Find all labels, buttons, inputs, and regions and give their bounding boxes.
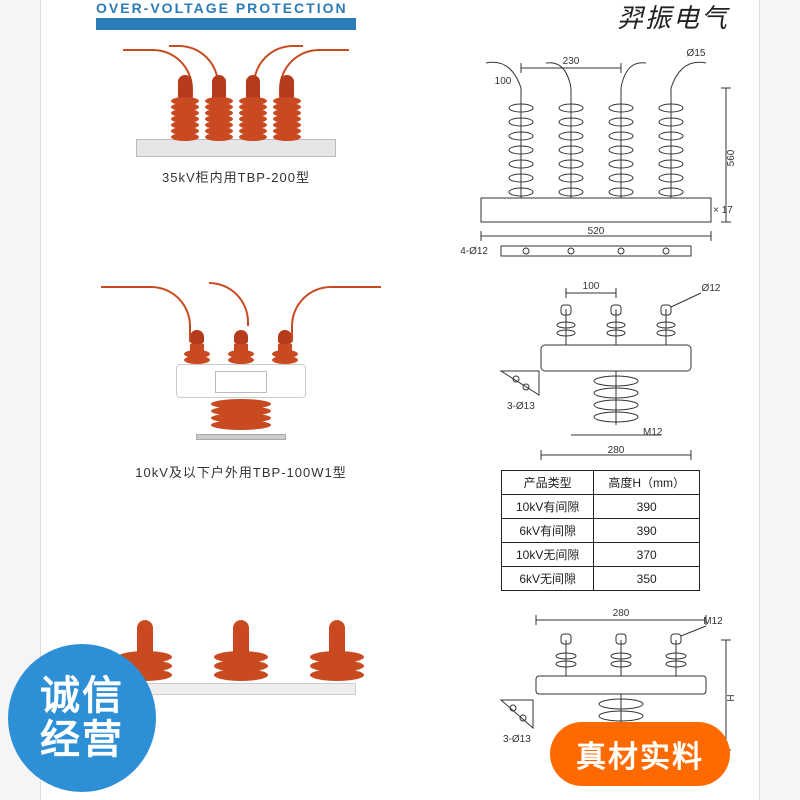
dim-label: 3-Ø13 <box>507 401 535 412</box>
wire-icon <box>291 286 381 342</box>
dim-label: M12 <box>703 616 723 627</box>
product2-caption: 10kV及以下户外用TBP-100W1型 <box>135 462 346 481</box>
diagram2: 100 Ø12 280 3-Ø13 M12 <box>471 275 741 465</box>
trust-badge-circle: 诚信 经营 <box>8 644 156 792</box>
product3-posts <box>118 620 364 681</box>
dim-label: 3-Ø13 <box>503 734 531 745</box>
mount-bracket-icon <box>171 434 311 452</box>
table-row: 10kV无间隙370 <box>502 543 700 567</box>
product1-caption: 35kV柜内用TBP-200型 <box>162 167 310 186</box>
diagram1-svg: 230 100 Ø15 560 520 × 17 4-Ø12 180 <box>451 38 741 258</box>
col-header: 高度H（mm） <box>594 471 700 495</box>
post-icon <box>214 620 268 681</box>
spec-table: 产品类型 高度H（mm） 10kV有间隙390 6kV有间隙390 10kV无间… <box>501 470 700 591</box>
trust-badge-pill: 真材实料 <box>550 722 730 786</box>
product2-wires <box>161 280 321 330</box>
dim-label: 230 <box>563 56 580 67</box>
post-icon <box>310 620 364 681</box>
table-header-row: 产品类型 高度H（mm） <box>502 471 700 495</box>
dim-label: M12 <box>643 427 663 438</box>
base-plate-icon <box>126 683 356 695</box>
dim-label: 100 <box>495 76 512 87</box>
table-row: 6kV无间隙350 <box>502 567 700 591</box>
dim-label: 100 <box>583 281 600 292</box>
dim-label: Ø12 <box>702 283 721 294</box>
product2-body <box>176 364 306 398</box>
dim-label: Ø15 <box>687 48 706 59</box>
product2-photo: 10kV及以下户外用TBP-100W1型 <box>111 280 371 481</box>
product2-bushings <box>184 330 298 364</box>
bushing-icon <box>228 330 254 364</box>
dim-label: × 17 <box>713 205 733 216</box>
header-accent-bar <box>96 18 356 30</box>
base-plate-icon <box>136 139 336 157</box>
dim-label: 280 <box>613 608 630 619</box>
product3-photo-partial <box>111 620 371 695</box>
arrester-icon <box>239 75 267 141</box>
dim-label: H <box>726 694 737 701</box>
table-row: 10kV有间隙390 <box>502 495 700 519</box>
badge-circle-line2: 经营 <box>40 718 124 762</box>
arrester-icon <box>171 75 199 141</box>
wire-icon <box>101 286 191 342</box>
product1-arrester-group <box>171 55 301 141</box>
arrester-icon <box>273 75 301 141</box>
header-subtitle-en: OVER-VOLTAGE PROTECTION <box>96 0 348 16</box>
company-name: 羿振电气 <box>617 0 729 35</box>
col-header: 产品类型 <box>502 471 594 495</box>
dim-label: 280 <box>608 445 625 456</box>
diagram2-svg: 100 Ø12 280 3-Ø13 M12 <box>471 275 741 465</box>
diagram1: 230 100 Ø15 560 520 × 17 4-Ø12 180 <box>451 38 741 258</box>
table-row: 6kV有间隙390 <box>502 519 700 543</box>
page-header: OVER-VOLTAGE PROTECTION 羿振电气 <box>41 0 759 30</box>
arrester-icon <box>205 75 233 141</box>
badge-pill-text: 真材实料 <box>576 741 704 774</box>
dim-label: 560 <box>726 149 737 166</box>
product2-insulator <box>211 402 271 430</box>
dim-label: 4-Ø12 <box>460 246 488 257</box>
badge-circle-line1: 诚信 <box>40 674 124 718</box>
dim-label: 520 <box>588 226 605 237</box>
nameplate-icon <box>215 371 267 393</box>
wire-icon <box>209 282 249 326</box>
catalog-page: OVER-VOLTAGE PROTECTION 羿振电气 <box>40 0 760 800</box>
product1-photo: 35kV柜内用TBP-200型 <box>81 55 391 186</box>
